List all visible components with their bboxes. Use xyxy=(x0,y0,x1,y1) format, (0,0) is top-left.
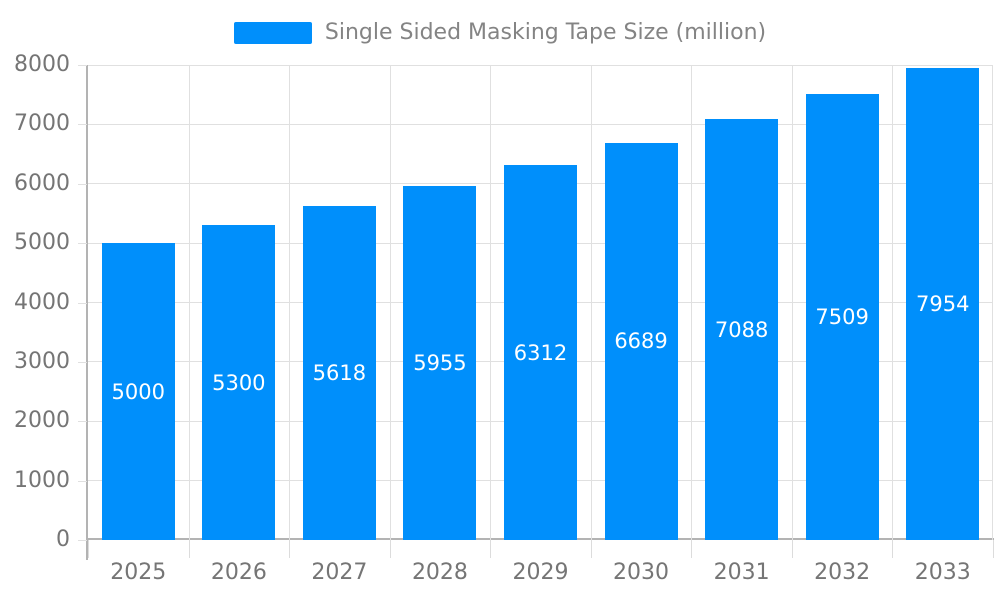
h-gridline xyxy=(88,123,993,125)
bar-value-label: 5955 xyxy=(413,351,467,376)
bar-2031[interactable] xyxy=(705,119,779,540)
x-axis-tick-label: 2028 xyxy=(411,560,468,585)
v-gridline xyxy=(892,65,894,540)
y-axis-tick xyxy=(78,124,87,126)
v-gridline xyxy=(389,65,391,540)
y-axis-tick xyxy=(78,361,87,363)
y-axis-tick-label: 0 xyxy=(56,527,70,552)
bar-2032[interactable] xyxy=(805,94,879,540)
v-gridline xyxy=(590,65,592,540)
bar-value-label: 6689 xyxy=(614,329,668,354)
x-axis-tick xyxy=(691,540,693,558)
bar-2025[interactable] xyxy=(101,243,175,540)
y-axis-tick-label: 3000 xyxy=(14,348,70,374)
bar-2028[interactable] xyxy=(403,186,477,540)
y-axis-tick-label: 6000 xyxy=(14,170,70,196)
bar-value-label: 5300 xyxy=(212,370,266,395)
y-axis-tick-label: 4000 xyxy=(14,289,70,315)
bar-2030[interactable] xyxy=(604,142,678,540)
v-gridline xyxy=(289,65,291,540)
x-axis-tick-label: 2026 xyxy=(210,560,267,585)
v-gridline xyxy=(691,65,693,540)
x-axis-tick xyxy=(188,540,190,558)
legend: Single Sided Masking Tape Size (million) xyxy=(0,20,1000,46)
legend-item[interactable]: Single Sided Masking Tape Size (million) xyxy=(233,20,767,46)
bar-value-label: 7954 xyxy=(915,291,970,316)
x-axis-tick-label: 2032 xyxy=(814,560,871,585)
x-axis-tick xyxy=(88,540,89,558)
h-gridline xyxy=(88,64,993,66)
y-axis-tick-label: 8000 xyxy=(14,52,70,77)
bar-value-label: 7088 xyxy=(714,317,769,342)
y-axis-tick xyxy=(78,243,87,245)
y-axis-tick-label: 5000 xyxy=(14,230,70,256)
x-axis-tick xyxy=(791,540,793,558)
x-axis-tick xyxy=(490,540,492,558)
plot-area: 5000 5300 5618 5955 6312 6689 7088 7509 7954 xyxy=(88,64,993,540)
x-axis-tick-label: 2029 xyxy=(512,560,569,585)
y-axis-tick xyxy=(78,421,87,423)
y-axis-tick-label: 1000 xyxy=(14,467,70,493)
v-gridline xyxy=(791,65,793,540)
legend-label: Single Sided Masking Tape Size (million) xyxy=(324,20,767,45)
x-axis-tick-label: 2031 xyxy=(713,560,770,585)
x-axis-tick-label: 2033 xyxy=(914,560,971,585)
bar-value-label: 5000 xyxy=(111,379,165,404)
x-axis-tick xyxy=(289,540,291,558)
bar-2026[interactable] xyxy=(202,225,276,540)
bar-value-label: 6312 xyxy=(513,340,568,365)
legend-swatch-icon xyxy=(233,22,312,44)
y-axis-tick xyxy=(78,183,87,185)
v-gridline xyxy=(188,65,190,540)
bar-2029[interactable] xyxy=(504,165,577,540)
y-axis-tick xyxy=(78,302,87,304)
y-axis-tick xyxy=(78,65,87,66)
y-axis-tick-label: 2000 xyxy=(14,408,70,434)
v-gridline xyxy=(992,65,993,540)
x-axis-tick-label: 2030 xyxy=(613,560,670,585)
x-axis-tick xyxy=(993,540,994,558)
y-axis-line xyxy=(86,65,88,560)
y-axis-tick xyxy=(78,540,87,541)
x-axis-tick-label: 2025 xyxy=(110,560,167,585)
bar-2033[interactable] xyxy=(906,67,980,540)
x-axis-tick xyxy=(590,540,592,558)
v-gridline xyxy=(490,65,492,540)
y-axis-tick xyxy=(78,480,87,482)
x-axis-tick-label: 2027 xyxy=(311,560,368,585)
y-axis-tick-label: 7000 xyxy=(14,111,70,137)
bar-value-label: 5618 xyxy=(312,361,367,386)
x-axis-tick xyxy=(389,540,391,558)
bar-2027[interactable] xyxy=(302,206,376,540)
bar-value-label: 7509 xyxy=(815,305,869,330)
x-axis-tick xyxy=(892,540,894,558)
